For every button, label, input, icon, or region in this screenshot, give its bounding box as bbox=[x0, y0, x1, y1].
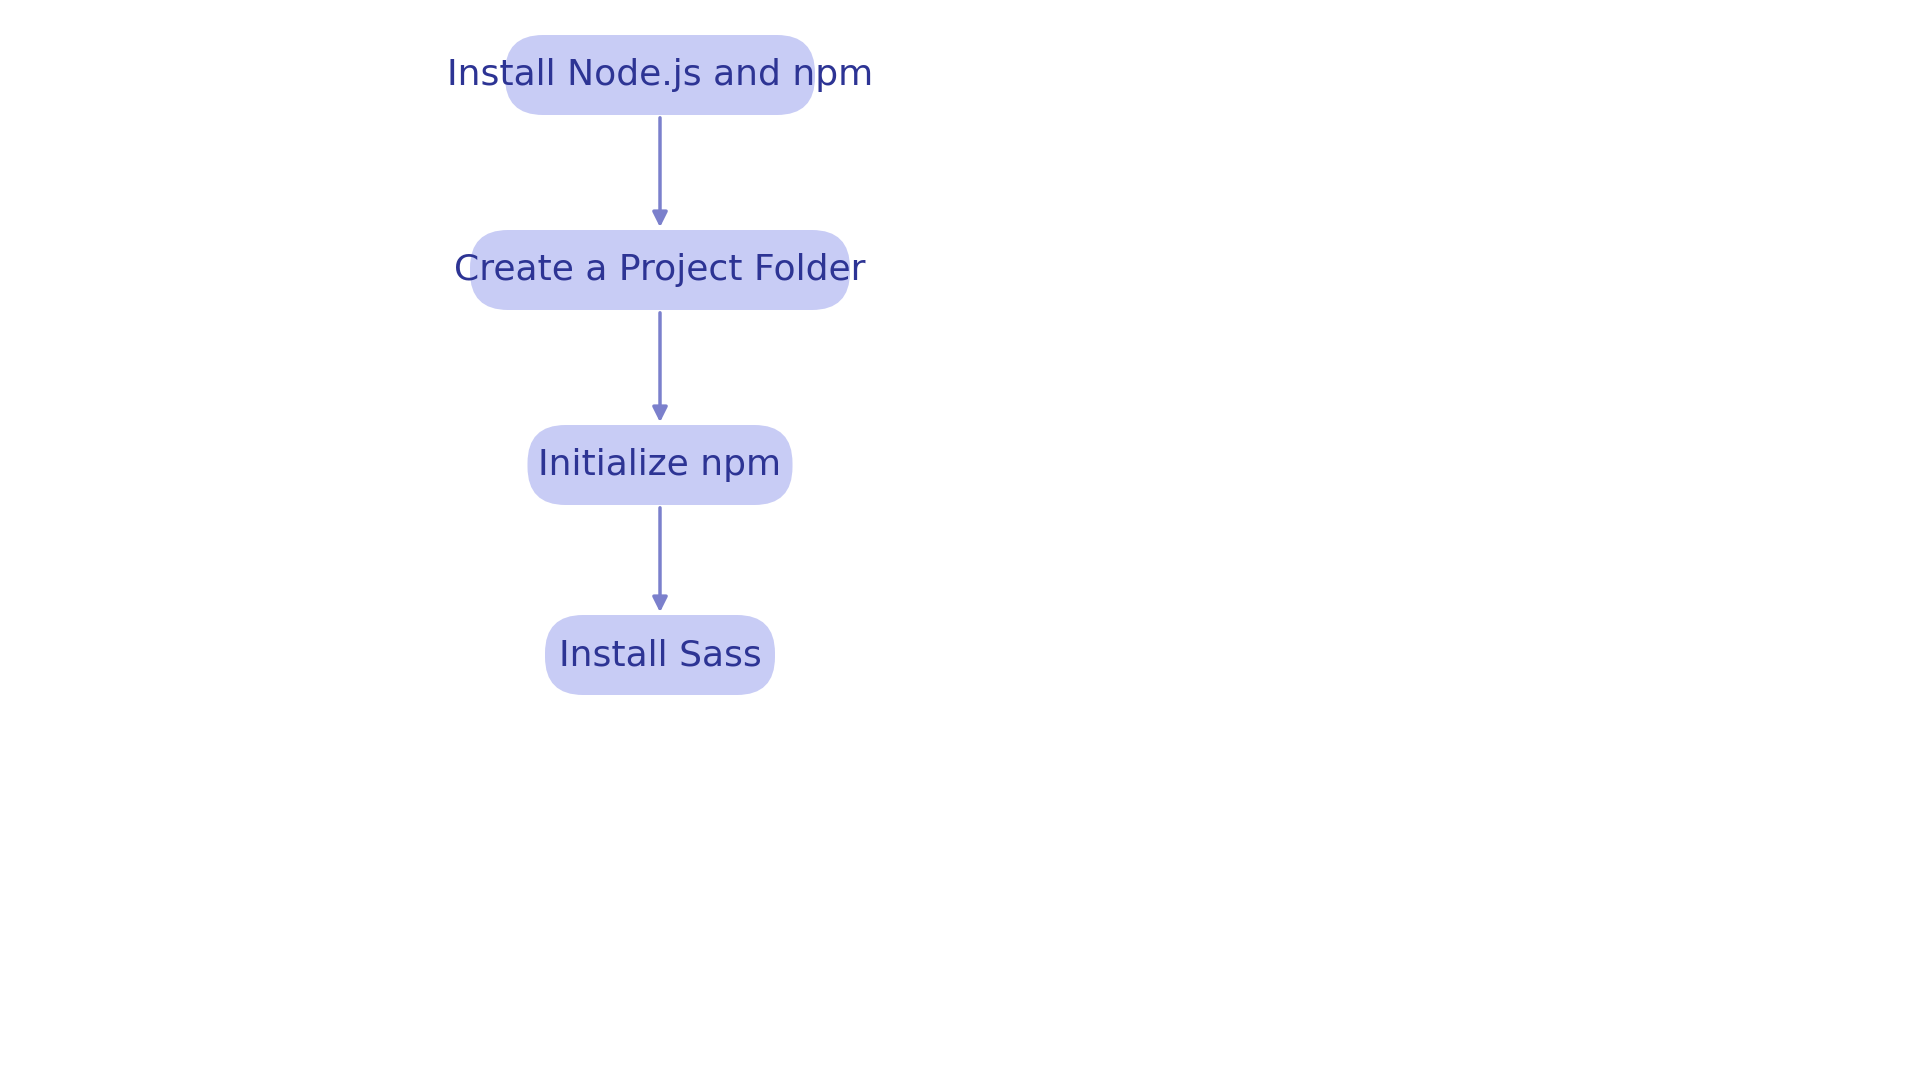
FancyBboxPatch shape bbox=[505, 35, 814, 115]
FancyBboxPatch shape bbox=[470, 230, 851, 310]
Text: Install Node.js and npm: Install Node.js and npm bbox=[447, 58, 874, 92]
Text: Install Sass: Install Sass bbox=[559, 638, 762, 671]
Text: Create a Project Folder: Create a Project Folder bbox=[455, 253, 866, 287]
FancyBboxPatch shape bbox=[545, 615, 776, 695]
Text: Initialize npm: Initialize npm bbox=[538, 448, 781, 482]
FancyBboxPatch shape bbox=[528, 425, 793, 505]
